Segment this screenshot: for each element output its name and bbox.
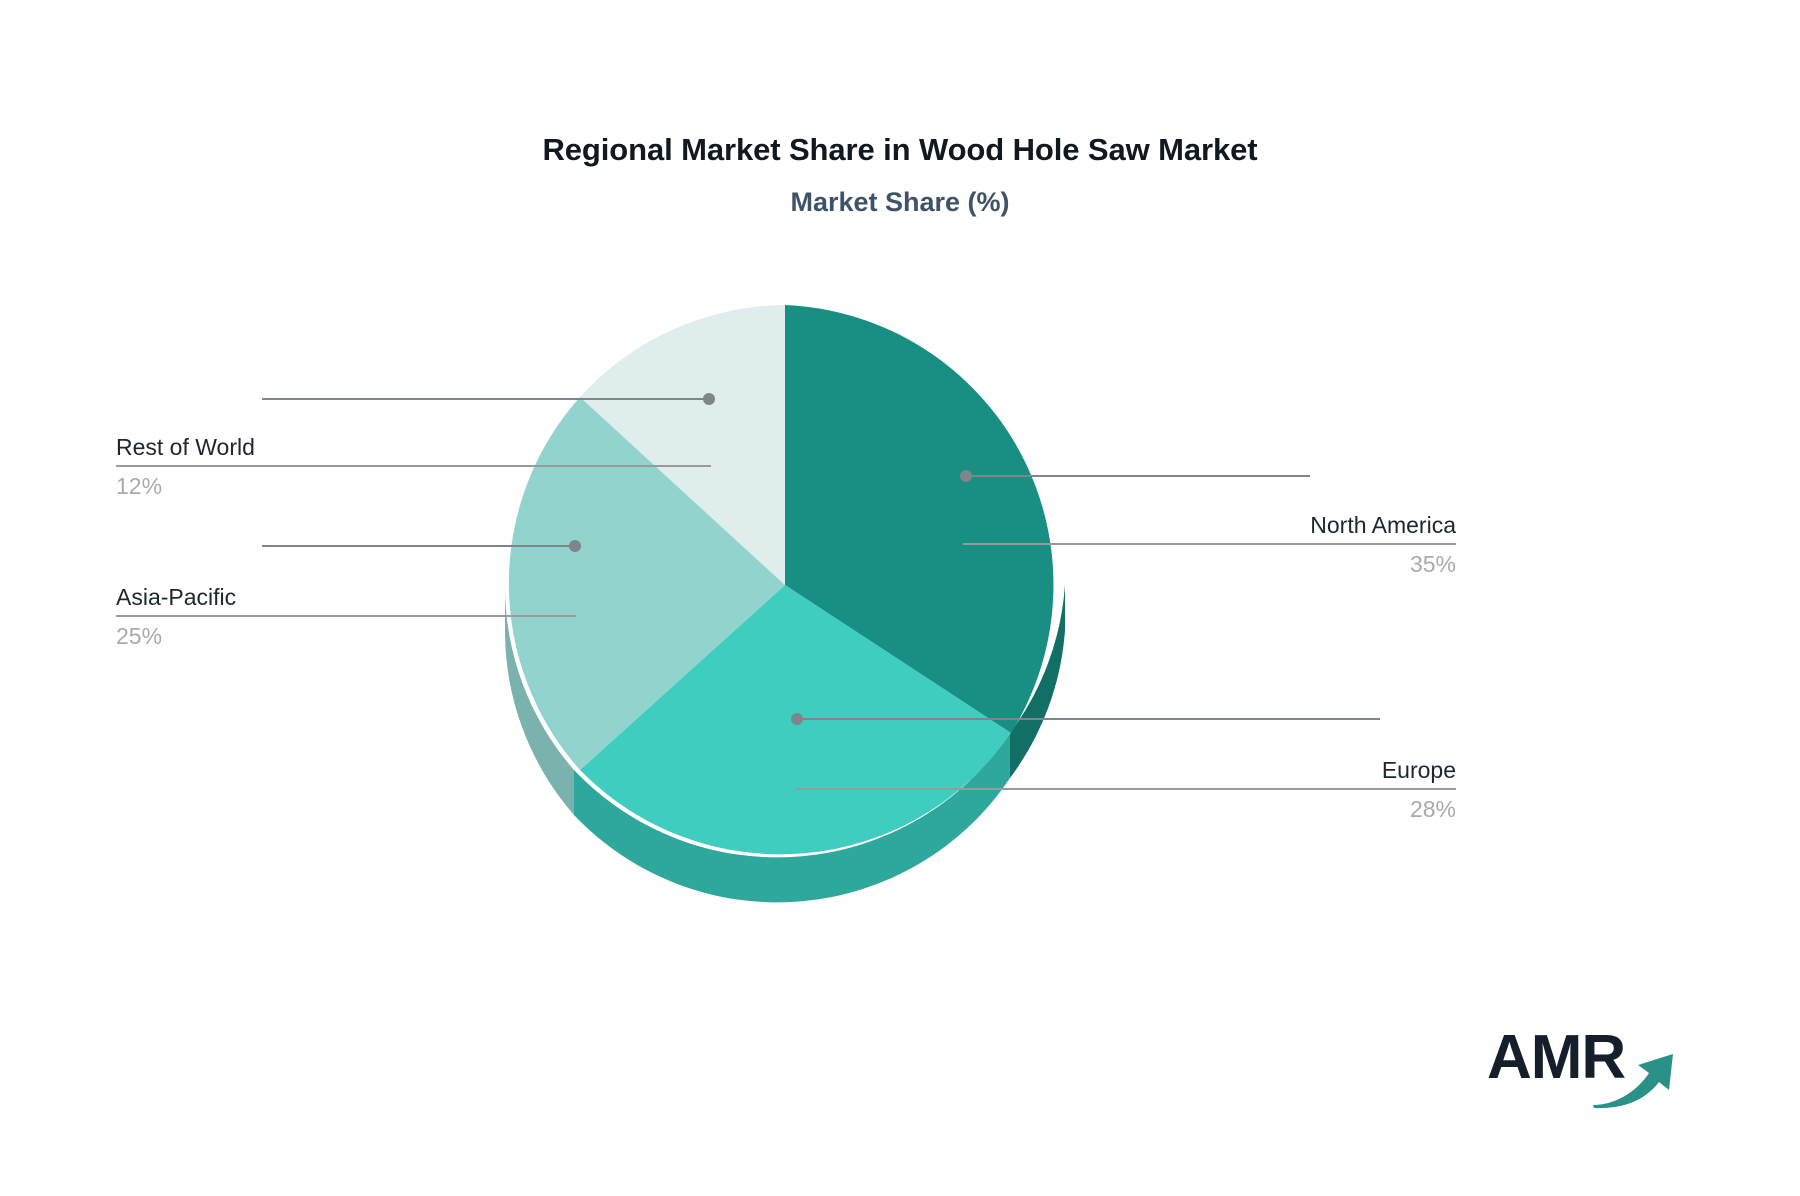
leader-dot-rest-of-world: [703, 393, 715, 405]
pie-label-rest-of-world-value: 12%: [116, 473, 163, 499]
pie-label-north-america-name: North America: [1310, 512, 1456, 538]
leader-dot-north-america: [960, 470, 972, 482]
pie-label-north-america: North America 35%: [963, 510, 1456, 579]
pie-label-north-america-rule: [963, 543, 1456, 545]
chart-subtitle: Market Share (%): [790, 187, 1010, 217]
pie-label-rest-of-world-rule: [116, 465, 711, 467]
pie-side-north-america: [1010, 585, 1065, 778]
leader-dot-asia-pacific: [569, 540, 581, 552]
pie-slice-asia-pacific: [508, 397, 785, 770]
leader-dot-europe: [791, 713, 803, 725]
pie-slice-north-america: [785, 305, 1054, 733]
pie-label-europe: Europe 28%: [795, 755, 1456, 824]
pie-label-asia-pacific-value: 25%: [116, 623, 163, 649]
amr-logo-text: AMR: [1487, 1023, 1626, 1092]
chart-title: Regional Market Share in Wood Hole Saw M…: [542, 132, 1258, 167]
pie-label-asia-pacific: Asia-Pacific 25%: [116, 582, 576, 651]
pie-label-asia-pacific-name: Asia-Pacific: [116, 584, 237, 610]
pie-slice-rest-of-world: [580, 305, 785, 585]
pie-side-europe: [574, 733, 1010, 903]
pie-label-asia-pacific-rule: [116, 615, 576, 617]
pie-label-north-america-value: 35%: [1409, 551, 1456, 577]
pie-label-rest-of-world: Rest of World 12%: [116, 432, 711, 501]
pie-label-europe-value: 28%: [1409, 796, 1456, 822]
pie-label-europe-name: Europe: [1381, 757, 1456, 783]
pie-label-rest-of-world-name: Rest of World: [116, 434, 255, 460]
pie-label-europe-rule: [795, 788, 1456, 790]
pie-side-asia-pacific: [504, 585, 574, 815]
growth-arrow-icon: [1593, 1054, 1673, 1109]
amr-logo: AMR: [1487, 1023, 1677, 1109]
